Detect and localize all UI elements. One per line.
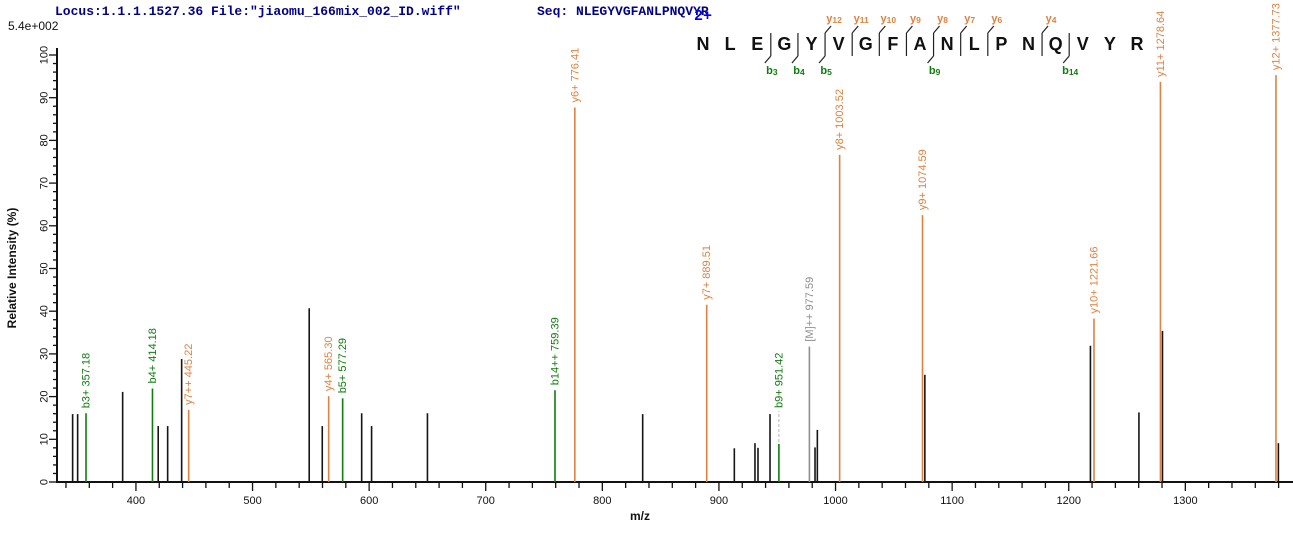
x-tick-label: 900 [710, 495, 728, 507]
sequence-residue: P [995, 34, 1007, 54]
y-cleavage-flick [1041, 25, 1049, 34]
sequence-header-label: Seq: NLEGYVGFANLPNQVYR [537, 4, 709, 19]
sequence-residue: V [833, 34, 845, 54]
x-tick-label: 500 [243, 495, 261, 507]
sequence-residue: L [969, 34, 980, 54]
peak-label: y6+ 776.41 [569, 48, 581, 103]
sequence-residue: A [914, 34, 927, 54]
y-tick-label: 30 [39, 348, 51, 360]
y-tick-label: 20 [39, 390, 51, 402]
x-tick-label: 1100 [940, 495, 964, 507]
sequence-residue: G [777, 34, 791, 54]
peak-label: b5+ 577.29 [337, 338, 349, 393]
x-tick-label: 800 [593, 495, 611, 507]
peak-label: b3+ 357.18 [81, 353, 93, 408]
b-cleavage-flick [791, 55, 799, 64]
y-ion-label: y4 [1046, 13, 1057, 25]
y-tick-label: 40 [39, 305, 51, 317]
x-tick-label: 400 [127, 495, 145, 507]
x-tick-label: 700 [477, 495, 495, 507]
peak-label: [M]++ 977.59 [804, 277, 816, 342]
sequence-residue: R [1131, 34, 1144, 54]
sequence-residue: N [1022, 34, 1035, 54]
x-tick-label: 600 [360, 495, 378, 507]
peak-label: y7++ 445.22 [183, 344, 195, 405]
b-cleavage-flick [818, 55, 826, 64]
y-cleavage-flick [905, 25, 913, 34]
y-tick-label: 70 [39, 177, 51, 189]
y-ion-label: y7 [964, 13, 975, 25]
x-tick-label: 1300 [1173, 495, 1197, 507]
y-tick-label: 80 [39, 134, 51, 146]
charge-state-label: 2+ [694, 8, 713, 25]
y-tick-label: 0 [39, 479, 51, 485]
peak-labels: b3+ 357.18 b4+ 414.18 y7++ 445.22 y4+ 565.3… [81, 3, 1282, 442]
peak-label: y8+ 1003.52 [834, 89, 846, 150]
sequence-residue: F [887, 34, 898, 54]
sequence-residue: G [859, 34, 873, 54]
peak-label: b9+ 951.42 [773, 353, 785, 408]
y-tick-label: 60 [39, 220, 51, 232]
y-ion-label: y8 [937, 13, 948, 25]
intensity-scale-label: 5.4e+002 [8, 19, 59, 33]
y-cleavage-flick [960, 25, 968, 34]
x-tick-label: 1000 [823, 495, 847, 507]
y-cleavage-flick [987, 25, 995, 34]
y-ion-label: y12 [826, 13, 842, 25]
axes: 0 10 20 30 40 50 60 70 80 90 100 400 500 600 700 800 900… [39, 46, 1293, 507]
b-cleavage-flick [764, 55, 772, 64]
y-cleavage-flick [933, 25, 941, 34]
y-tick-label: 50 [39, 262, 51, 274]
peak-label: y9+ 1074.59 [917, 149, 929, 210]
sequence-residue: N [941, 34, 954, 54]
y-ion-label: y9 [910, 13, 921, 25]
peaks [71, 75, 1280, 482]
b-ion-label: b14 [1062, 65, 1078, 77]
y-tick-label: 10 [39, 433, 51, 445]
sequence-residue: Y [1104, 34, 1116, 54]
y-cleavage-flick [851, 25, 859, 34]
peak-label: b4+ 414.18 [147, 328, 159, 383]
sequence-residue: L [725, 34, 736, 54]
y-cleavage-flick [878, 25, 886, 34]
b-ion-label: b3 [766, 65, 778, 77]
peak-label: b14++ 759.39 [549, 317, 561, 385]
sequence-residue: V [1077, 34, 1089, 54]
sequence-residue: N [697, 34, 710, 54]
x-tick-label: 1200 [1056, 495, 1080, 507]
sequence-residue: E [751, 34, 763, 54]
b-cleavage-flick [927, 55, 935, 64]
y-ion-label: y11 [854, 13, 869, 25]
y-axis-title: Relative Intensity (%) [5, 208, 19, 329]
sequence-residue: Y [805, 34, 817, 54]
y-tick-label: 100 [39, 46, 51, 64]
y-ion-label: y6 [991, 13, 1002, 25]
sequence-residue: Q [1049, 34, 1063, 54]
y-tick-label: 90 [39, 92, 51, 104]
peak-label: y4+ 565.30 [323, 336, 335, 391]
b-cleavage-flick [1062, 55, 1070, 64]
x-axis-title: m/z [630, 509, 650, 523]
b-ion-label: b9 [929, 65, 941, 77]
peak-label: y7+ 889.51 [701, 245, 713, 300]
y-cleavage-flick [824, 25, 832, 34]
peak-label: y12+ 1377.73 [1270, 3, 1282, 70]
b-ion-label: b4 [793, 65, 805, 77]
b-ion-label: b5 [820, 65, 832, 77]
peak-label: y10+ 1221.66 [1088, 246, 1100, 313]
peak-label: y11+ 1278.64 [1155, 11, 1167, 77]
y-ion-label: y10 [881, 13, 897, 25]
locus-file-label: Locus:1.1.1.1527.36 File:"jiaomu_166mix_… [55, 4, 461, 19]
